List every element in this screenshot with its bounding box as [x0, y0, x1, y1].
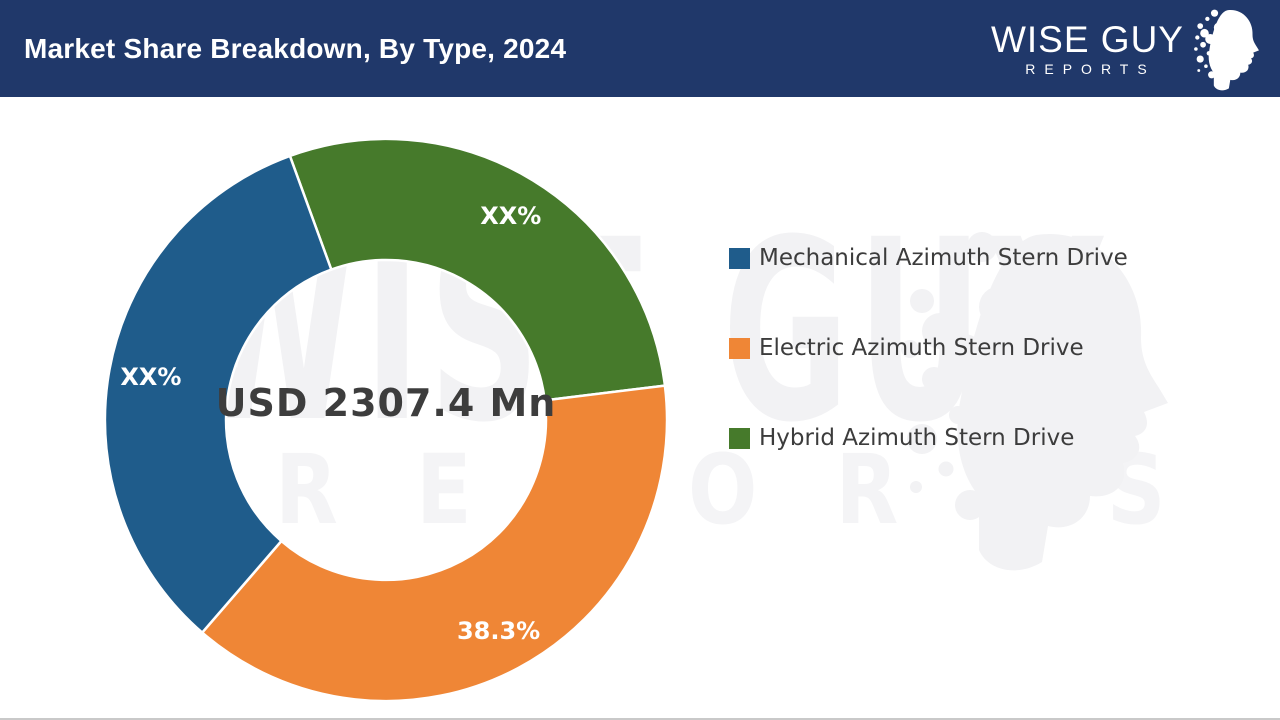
slice-percentage-label: 38.3% — [457, 617, 540, 645]
slice-percentage-label: XX% — [480, 202, 541, 230]
donut-slice-3 — [103, 154, 333, 635]
donut-slice-2 — [200, 384, 669, 703]
brand-subtitle: REPORTS — [1025, 61, 1156, 77]
legend-marker-hybrid — [729, 427, 750, 449]
donut-chart: XX% 38.3% XX% — [103, 137, 669, 703]
chart-area: WISE GUY REPORTS XX% 38.3% XX% USD 2307.4 … — [0, 97, 1280, 718]
brand-logo-text: WISE GUY REPORTS — [991, 21, 1184, 76]
brand-name: WISE GUY — [990, 19, 1184, 60]
legend-label: Electric Azimuth Stern Drive — [759, 335, 1084, 361]
legend-label: Mechanical Azimuth Stern Drive — [759, 245, 1128, 271]
center-value-label: USD 2307.4 Mn — [215, 381, 557, 425]
legend-marker-electric — [729, 337, 750, 359]
legend-item-electric: Electric Azimuth Stern Drive — [729, 333, 1128, 363]
legend-item-mechanical: Mechanical Azimuth Stern Drive — [729, 243, 1128, 273]
header-bar: Market Share Breakdown, By Type, 2024 WI… — [0, 0, 1280, 97]
legend-label: Hybrid Azimuth Stern Drive — [759, 425, 1075, 451]
legend-marker-mechanical — [729, 247, 750, 269]
slice-percentage-label: XX% — [120, 363, 181, 391]
chart-legend: Mechanical Azimuth Stern Drive Electric … — [729, 243, 1128, 513]
donut-slice-1 — [288, 137, 667, 402]
brand-logo: WISE GUY REPORTS — [991, 6, 1262, 92]
legend-item-hybrid: Hybrid Azimuth Stern Drive — [729, 423, 1128, 453]
brand-face-icon — [1194, 9, 1259, 90]
page-title: Market Share Breakdown, By Type, 2024 — [24, 32, 567, 64]
